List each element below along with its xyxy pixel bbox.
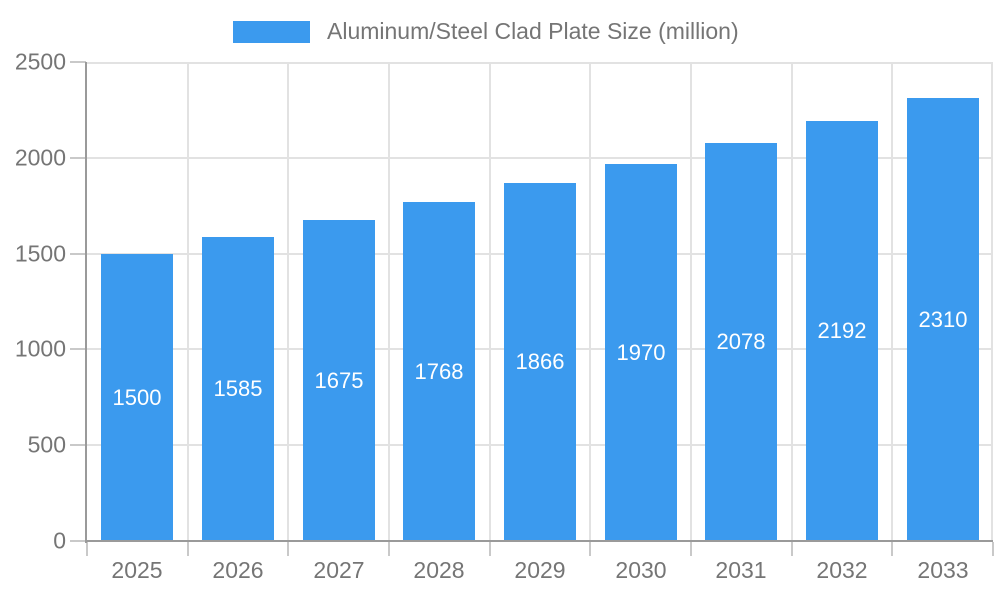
y-axis-tick [70,444,86,446]
y-axis-tick [70,253,86,255]
bar[interactable]: 2192 [806,121,878,541]
y-axis-tick [70,157,86,159]
x-axis-tick [489,542,491,556]
gridline-vertical [287,62,289,541]
gridline-vertical [690,62,692,541]
x-axis-tick [287,542,289,556]
x-axis-line [85,540,993,542]
gridline-horizontal [87,157,993,159]
x-tick-label: 2032 [816,557,868,583]
gridline-vertical [891,62,893,541]
x-tick-label: 2029 [514,557,566,583]
gridline-horizontal [87,62,993,64]
bar[interactable]: 2310 [907,98,979,541]
y-tick-label: 1500 [14,240,66,267]
x-tick-label: 2030 [615,557,667,583]
bar-value-label: 2192 [817,318,867,343]
x-axis-tick [86,542,88,556]
bar[interactable]: 1866 [504,183,576,541]
bar[interactable]: 1585 [202,237,274,541]
bar[interactable]: 1970 [605,164,677,541]
y-tick-label: 2500 [14,48,66,75]
bar[interactable]: 1675 [303,220,375,541]
x-tick-label: 2031 [715,557,767,583]
y-tick-label: 1000 [14,335,66,362]
x-tick-label: 2026 [212,557,264,583]
gridline-vertical [388,62,390,541]
x-tick-label: 2033 [917,557,969,583]
gridline-vertical [187,62,189,541]
x-axis-tick [690,542,692,556]
x-tick-label: 2028 [413,557,465,583]
legend-swatch [233,20,310,43]
bar-value-label: 2310 [918,306,968,332]
y-axis-tick [70,348,86,350]
x-axis-tick [589,542,591,556]
y-tick-label: 0 [53,527,66,554]
bar[interactable]: 1500 [101,254,173,541]
bar-value-label: 1768 [414,358,464,384]
x-axis-tick [891,542,893,556]
y-tick-label: 2000 [14,144,66,171]
bar[interactable]: 2078 [705,143,777,541]
bar-value-label: 1585 [213,376,263,401]
bar-value-label: 1866 [515,349,565,374]
gridline-vertical [589,62,591,541]
y-axis-tick [70,61,86,63]
bar-value-label: 1970 [616,339,666,365]
x-axis-tick [791,542,793,556]
gridline-vertical [489,62,491,541]
gridline-vertical [991,62,993,541]
bar-value-label: 1500 [112,384,162,410]
y-axis-line [85,62,87,543]
x-axis-tick [992,542,994,556]
x-axis-tick [388,542,390,556]
bar-value-label: 2078 [716,329,766,354]
plot-area: 1500 1585 1675 1768 1866 1970 2078 2192 2310 [87,62,993,541]
x-axis-tick [187,542,189,556]
x-tick-label: 2027 [313,557,365,583]
legend-label: Aluminum/Steel Clad Plate Size (million) [327,18,739,44]
y-tick-label: 500 [27,431,66,458]
x-tick-label: 2025 [111,557,163,583]
bar[interactable]: 1768 [403,202,475,541]
bar-value-label: 1675 [314,367,364,393]
gridline-vertical [791,62,793,541]
legend-item[interactable]: Aluminum/Steel Clad Plate Size (million) [233,18,739,45]
y-axis-tick [70,540,86,542]
